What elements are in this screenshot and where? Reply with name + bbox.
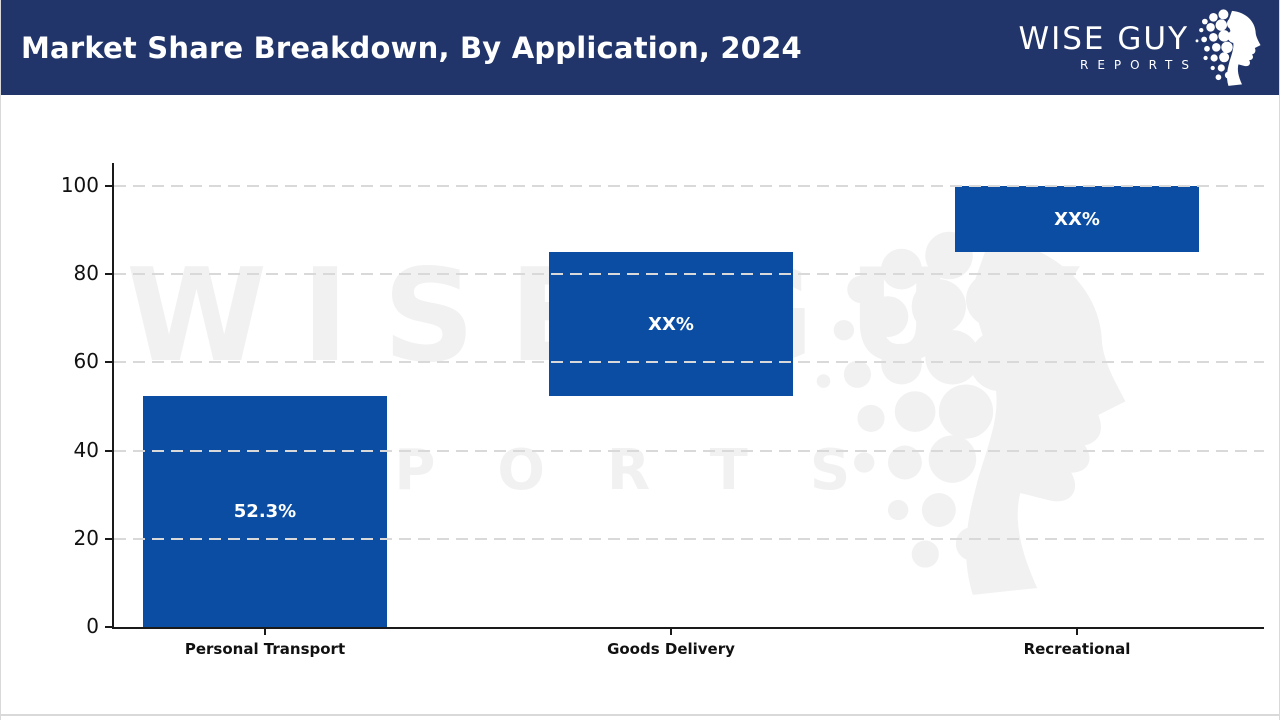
x-tick-0	[264, 629, 266, 635]
y-tick-label: 80	[73, 261, 99, 286]
bar-personal-transport[interactable]: 52.3%	[143, 396, 387, 627]
x-category-label: Recreational	[1023, 640, 1131, 658]
bar-goods-delivery[interactable]: XX%	[549, 252, 793, 397]
bar-value-label: XX%	[1054, 208, 1100, 230]
y-tick-20	[105, 537, 113, 540]
gridline-40	[114, 449, 1264, 452]
page-title: Market Share Breakdown, By Application, …	[21, 30, 802, 65]
plot-area: 0 20 40 60 80 100 52.3% Personal Transport XX% Go…	[1, 95, 1279, 715]
y-tick-100	[105, 185, 113, 187]
bar-value-label: 52.3%	[233, 501, 297, 523]
y-axis-line	[112, 163, 114, 629]
x-tick-1	[670, 629, 672, 635]
y-tick-label: 0	[86, 614, 99, 638]
y-tick-label: 20	[73, 525, 99, 550]
x-category-label: Goods Delivery	[607, 640, 735, 658]
x-tick-2	[1076, 629, 1078, 635]
brand-subname: REPORTS	[1079, 57, 1198, 72]
y-tick-60	[105, 361, 113, 364]
brand-name: WISE GUY	[1018, 21, 1189, 58]
y-tick-label: 60	[73, 349, 99, 374]
bar-value-label: XX%	[648, 313, 694, 335]
x-category-label: Personal Transport	[184, 640, 346, 658]
footer-divider	[1, 714, 1279, 716]
header-bar: Market Share Breakdown, By Application, …	[1, 0, 1279, 95]
gridline-20	[114, 537, 1264, 540]
brand-words: WISE GUY REPORTS	[1018, 23, 1189, 72]
y-tick-40	[105, 449, 113, 452]
y-tick-0	[105, 626, 113, 628]
y-tick-80	[105, 273, 113, 276]
gridline-100	[114, 185, 1264, 187]
gridline-60	[114, 361, 1264, 364]
gridline-80	[114, 273, 1264, 276]
brand-head-icon	[1195, 8, 1261, 86]
brand-logo: WISE GUY REPORTS	[1018, 0, 1263, 95]
y-tick-label: 100	[60, 173, 99, 197]
y-tick-label: 40	[73, 437, 99, 462]
x-axis-line	[112, 627, 1264, 629]
bar-recreational[interactable]: XX%	[955, 186, 1199, 253]
